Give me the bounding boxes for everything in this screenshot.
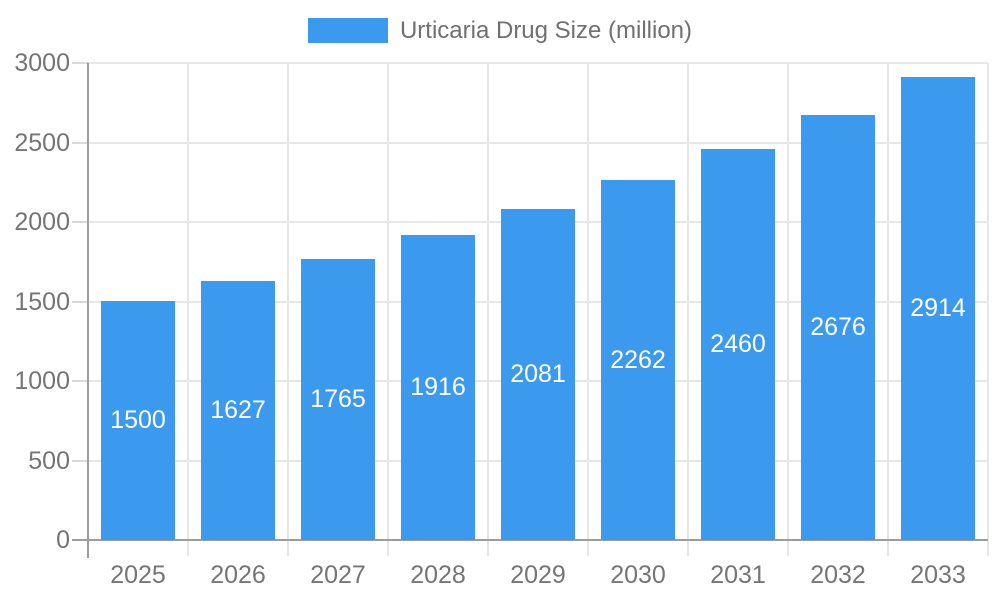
bar: 1627 — [201, 281, 275, 540]
x-tick-label: 2025 — [110, 561, 166, 589]
chart-legend[interactable]: Urticaria Drug Size (million) — [0, 18, 1000, 43]
y-tick-label: 0 — [56, 526, 70, 554]
gridline-vertical — [287, 63, 289, 556]
gridline-vertical — [187, 63, 189, 556]
bar: 1916 — [401, 235, 475, 540]
y-axis-tick — [72, 380, 88, 382]
legend-label: Urticaria Drug Size (million) — [399, 17, 693, 44]
gridline-horizontal — [88, 62, 988, 64]
y-tick-label: 3000 — [14, 49, 70, 77]
gridline-vertical — [687, 63, 689, 556]
bar: 1500 — [101, 301, 175, 540]
bar-value-label: 2914 — [910, 294, 966, 322]
x-tick-label: 2028 — [410, 561, 466, 589]
bar: 2460 — [701, 149, 775, 540]
gridline-vertical — [987, 63, 989, 556]
x-tick-label: 2029 — [510, 561, 566, 589]
x-tick-label: 2031 — [710, 561, 766, 589]
y-tick-label: 1500 — [14, 288, 70, 316]
bar: 2914 — [901, 77, 975, 540]
bar: 2262 — [601, 180, 675, 540]
gridline-vertical — [787, 63, 789, 556]
y-axis-tick — [72, 460, 88, 462]
x-tick-label: 2026 — [210, 561, 266, 589]
gridline-vertical — [487, 63, 489, 556]
y-tick-label: 1000 — [14, 367, 70, 395]
bar-value-label: 1765 — [310, 385, 366, 413]
x-tick-label: 2030 — [610, 561, 666, 589]
x-axis-line — [72, 539, 988, 541]
bar-value-label: 1916 — [410, 373, 466, 401]
bar: 2081 — [501, 209, 575, 540]
y-axis-tick — [72, 221, 88, 223]
bar: 1765 — [301, 259, 375, 540]
bar-value-label: 1627 — [210, 396, 266, 424]
gridline-vertical — [587, 63, 589, 556]
y-tick-label: 2500 — [14, 129, 70, 157]
bar-value-label: 2460 — [710, 330, 766, 358]
y-axis-tick — [72, 142, 88, 144]
bar: 2676 — [801, 115, 875, 540]
legend-swatch-icon — [307, 18, 388, 43]
bar-value-label: 1500 — [110, 406, 166, 434]
y-axis-tick — [72, 301, 88, 303]
y-axis-line — [87, 63, 89, 558]
y-axis-tick — [72, 62, 88, 64]
bar-value-label: 2262 — [610, 345, 666, 374]
x-tick-label: 2033 — [910, 561, 966, 589]
gridline-vertical — [387, 63, 389, 556]
y-tick-label: 500 — [28, 447, 70, 475]
gridline-horizontal — [88, 142, 988, 144]
bar-value-label: 2081 — [510, 360, 566, 388]
x-tick-label: 2032 — [810, 561, 866, 589]
bar-value-label: 2676 — [810, 313, 866, 341]
y-tick-label: 2000 — [14, 208, 70, 236]
x-tick-label: 2027 — [310, 561, 366, 589]
gridline-vertical — [887, 63, 889, 556]
